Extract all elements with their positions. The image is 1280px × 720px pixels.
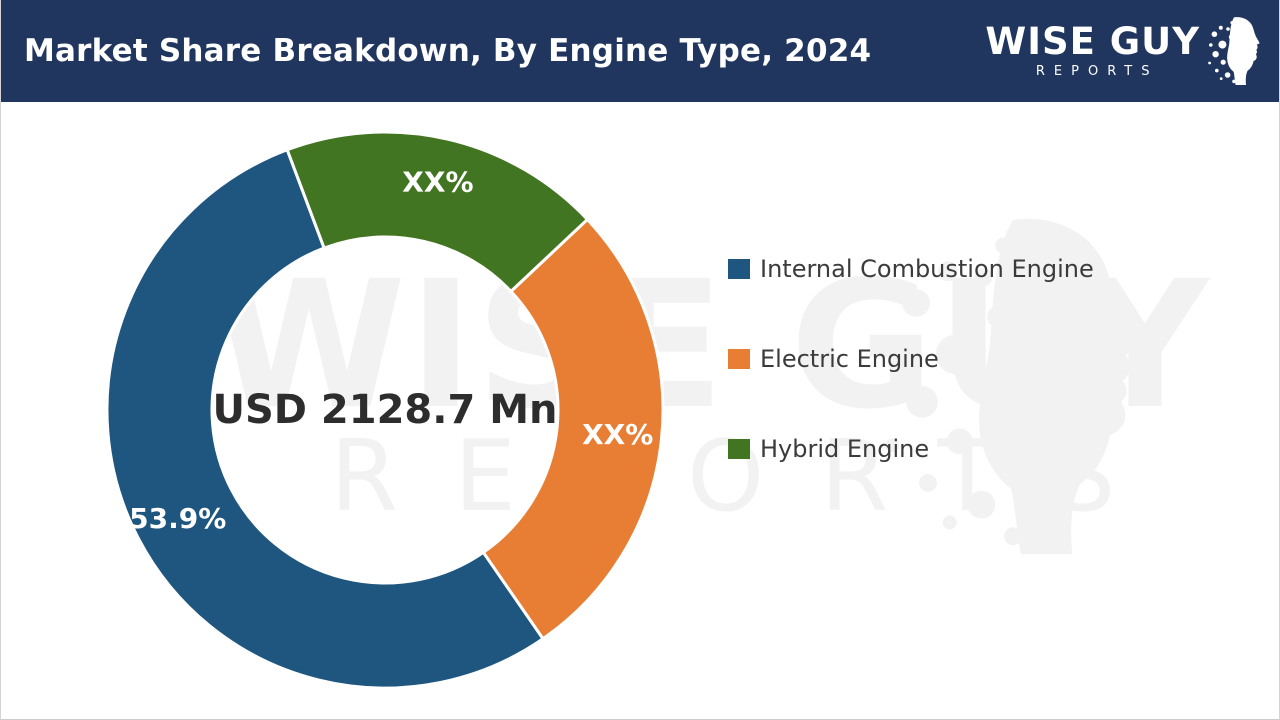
donut-slice-internal-combustion-engine: [105, 148, 545, 690]
header: Market Share Breakdown, By Engine Type, …: [0, 0, 1280, 102]
legend-swatch: [728, 349, 750, 369]
legend-item-electric-engine: Electric Engine: [728, 345, 939, 373]
donut-slice-electric-engine: [481, 217, 665, 641]
wise-guy-logo: WISE GUY REPORTS: [985, 8, 1264, 94]
slice-percentage-label: XX%: [582, 418, 653, 451]
donut-center-value: USD 2128.7 Mn: [213, 387, 558, 433]
slice-percentage-label: XX%: [402, 166, 473, 199]
logo-head-icon: [1208, 17, 1260, 86]
donut-slice-hybrid-engine: [285, 130, 589, 293]
legend-swatch: [728, 259, 750, 279]
legend-item-hybrid-engine: Hybrid Engine: [728, 435, 929, 463]
legend-label: Internal Combustion Engine: [760, 255, 1094, 283]
slice-percentage-label: 53.9%: [129, 502, 226, 535]
legend-label: Hybrid Engine: [760, 435, 930, 463]
legend-swatch: [728, 439, 750, 459]
legend-label: Electric Engine: [760, 345, 939, 373]
page-title: Market Share Breakdown, By Engine Type, …: [24, 33, 872, 69]
legend-item-internal-combustion-engine: Internal Combustion Engine: [728, 255, 1094, 283]
logo-wiseguy-text: WISE GUY: [985, 20, 1200, 64]
logo-reports-text: REPORTS: [1035, 63, 1159, 79]
donut-chart: 53.9% XX% XX% USD 2128.7 Mn: [100, 125, 670, 695]
